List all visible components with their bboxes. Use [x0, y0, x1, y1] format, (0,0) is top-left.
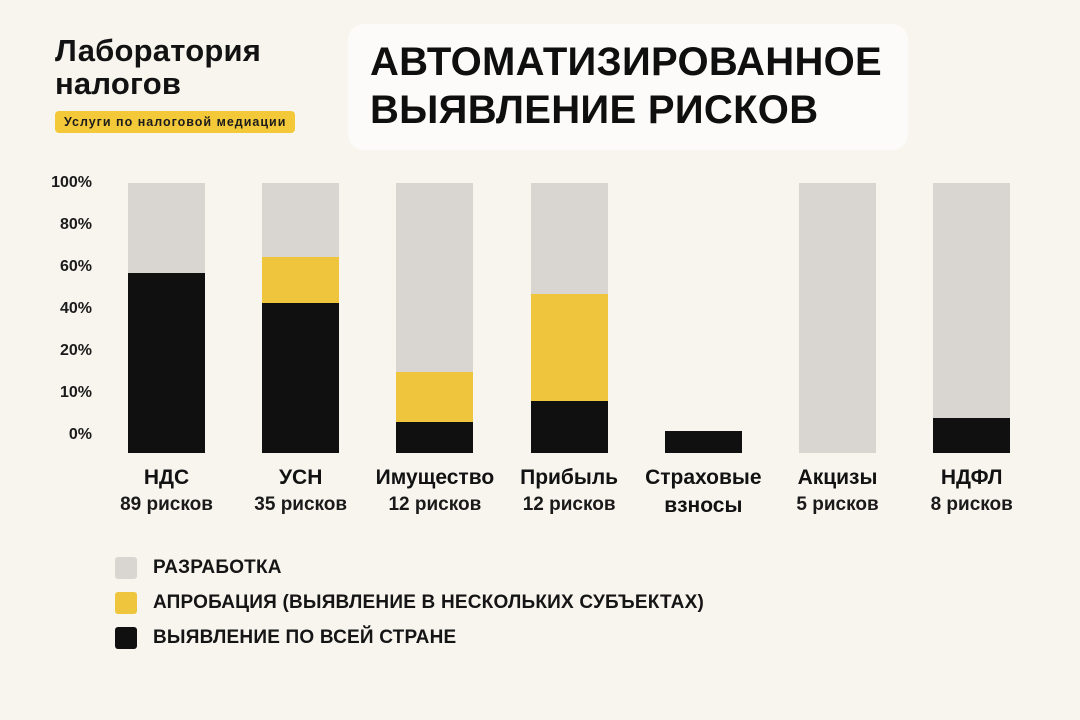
category-name: УСН: [278, 466, 323, 489]
category-label: Прибыль 12 рисков: [487, 464, 651, 517]
y-tick-label: 20%: [59, 342, 92, 359]
bar-segment: [933, 183, 1011, 419]
category-count: 8 рисков: [930, 493, 1013, 515]
bar-column-6: [799, 183, 876, 453]
category-label: УСН 35 рисков: [219, 464, 383, 517]
category-name: Страховые взносы: [645, 466, 762, 517]
bar-segment: [396, 183, 474, 372]
y-axis: 100% 80% 60% 40% 20% 10% 0%: [0, 174, 92, 453]
category-count: 89 рисков: [120, 493, 213, 515]
legend-swatch: [115, 557, 137, 579]
category-count: 35 рисков: [254, 493, 348, 515]
legend-label: АПРОБАЦИЯ (ВЫЯВЛЕНИЕ В НЕСКОЛЬКИХ СУБЪЕК…: [153, 592, 704, 613]
bar-column-7: [933, 183, 1011, 453]
bar-segment: [530, 183, 608, 295]
bar-segment: [933, 418, 1011, 453]
bar-segment: [396, 372, 474, 423]
legend-item: ВЫЯВЛЕНИЕ ПО ВСЕЙ СТРАНЕ: [115, 627, 704, 649]
legend-label: РАЗРАБОТКА: [153, 557, 282, 578]
bar-column-5: [664, 183, 742, 453]
y-tick-label: 60%: [59, 258, 92, 275]
category-label: НДС 89 рисков: [85, 464, 249, 517]
bar-column-3: [396, 183, 474, 453]
category-name: НДФЛ: [940, 466, 1003, 489]
brand-tagline-badge: Услуги по налоговой медиации: [55, 110, 296, 133]
bar-segment: [128, 183, 205, 274]
category-name: Акцизы: [797, 466, 878, 489]
category-count: 5 рисков: [796, 493, 879, 515]
bar-segment: [664, 430, 742, 453]
page-title: АВТОМАТИЗИРОВАННОЕ ВЫЯВЛЕНИЕ РИСКОВ: [370, 38, 882, 134]
category-count: 12 рисков: [522, 493, 616, 515]
y-tick-label: 100%: [51, 174, 92, 191]
bar-segment: [262, 302, 340, 453]
bar-segment: [530, 294, 608, 402]
legend-item: АПРОБАЦИЯ (ВЫЯВЛЕНИЕ В НЕСКОЛЬКИХ СУБЪЕК…: [115, 592, 704, 614]
brand-name: Лаборатория налогов: [55, 34, 295, 101]
category-label: Акцизы 5 рисков: [756, 464, 920, 517]
legend-swatch: [115, 592, 137, 614]
category-count: 12 рисков: [388, 493, 482, 515]
chart: 100% 80% 60% 40% 20% 10% 0% НДС 89 рисков УСН 35 …: [0, 174, 1080, 720]
category-name: Имущество: [375, 466, 495, 489]
category-label: Страховые взносы: [621, 464, 785, 519]
title-line-1: АВТОМАТИЗИРОВАННОЕ: [370, 40, 883, 84]
legend-swatch: [115, 627, 137, 649]
category-label: НДФЛ 8 рисков: [890, 464, 1054, 517]
bar-segment: [799, 183, 876, 453]
bar-segment: [128, 273, 205, 453]
title-line-2: ВЫЯВЛЕНИЕ РИСКОВ: [370, 88, 819, 132]
y-tick-label: 40%: [59, 300, 92, 317]
title-panel: АВТОМАТИЗИРОВАННОЕ ВЫЯВЛЕНИЕ РИСКОВ: [348, 24, 909, 150]
y-tick-label: 80%: [59, 216, 92, 233]
bar-column-4: [530, 183, 608, 453]
category-label: Имущество 12 рисков: [353, 464, 517, 517]
legend: РАЗРАБОТКА АПРОБАЦИЯ (ВЫЯВЛЕНИЕ В НЕСКОЛЬ…: [115, 557, 704, 662]
bar-segment: [530, 401, 608, 453]
brand-logo: Лаборатория налогов Услуги по налоговой …: [55, 34, 296, 133]
category-name: НДС: [143, 466, 190, 489]
y-tick-label: 10%: [59, 384, 92, 401]
plot-area: [100, 183, 1030, 453]
bar-segment: [262, 183, 340, 257]
bar-segment: [262, 256, 340, 303]
bar-segment: [396, 422, 474, 453]
brand-name-line-1: Лаборатория: [55, 33, 262, 68]
brand-name-line-2: налогов: [55, 66, 182, 102]
legend-label: ВЫЯВЛЕНИЕ ПО ВСЕЙ СТРАНЕ: [153, 627, 457, 648]
bar-column-2: [262, 183, 340, 453]
y-tick-label: 0%: [68, 426, 92, 443]
bar-column-1: [128, 183, 205, 453]
legend-item: РАЗРАБОТКА: [115, 557, 704, 579]
category-name: Прибыль: [520, 466, 619, 489]
